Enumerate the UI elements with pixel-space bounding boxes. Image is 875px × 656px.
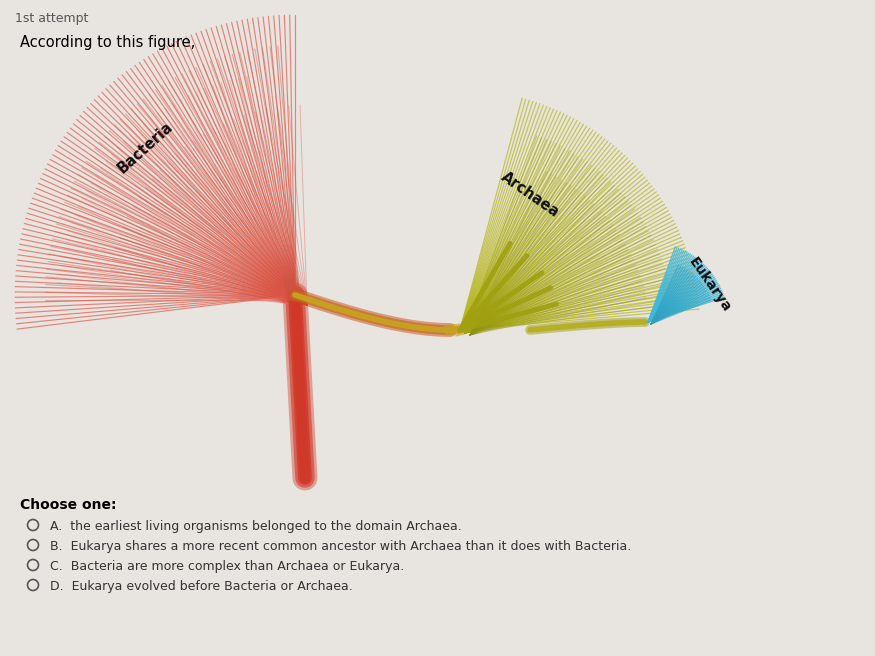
Text: 1st attempt: 1st attempt	[15, 12, 88, 25]
Text: Archaea: Archaea	[498, 169, 562, 220]
Text: A.  the earliest living organisms belonged to the domain Archaea.: A. the earliest living organisms belonge…	[50, 520, 462, 533]
Text: According to this figure,: According to this figure,	[20, 35, 195, 50]
Text: Bacteria: Bacteria	[115, 119, 176, 176]
Text: Choose one:: Choose one:	[20, 498, 116, 512]
Text: D.  Eukarya evolved before Bacteria or Archaea.: D. Eukarya evolved before Bacteria or Ar…	[50, 580, 353, 593]
Text: C.  Bacteria are more complex than Archaea or Eukarya.: C. Bacteria are more complex than Archae…	[50, 560, 404, 573]
Text: B.  Eukarya shares a more recent common ancestor with Archaea than it does with : B. Eukarya shares a more recent common a…	[50, 540, 631, 553]
Text: Eukarya: Eukarya	[686, 255, 734, 315]
